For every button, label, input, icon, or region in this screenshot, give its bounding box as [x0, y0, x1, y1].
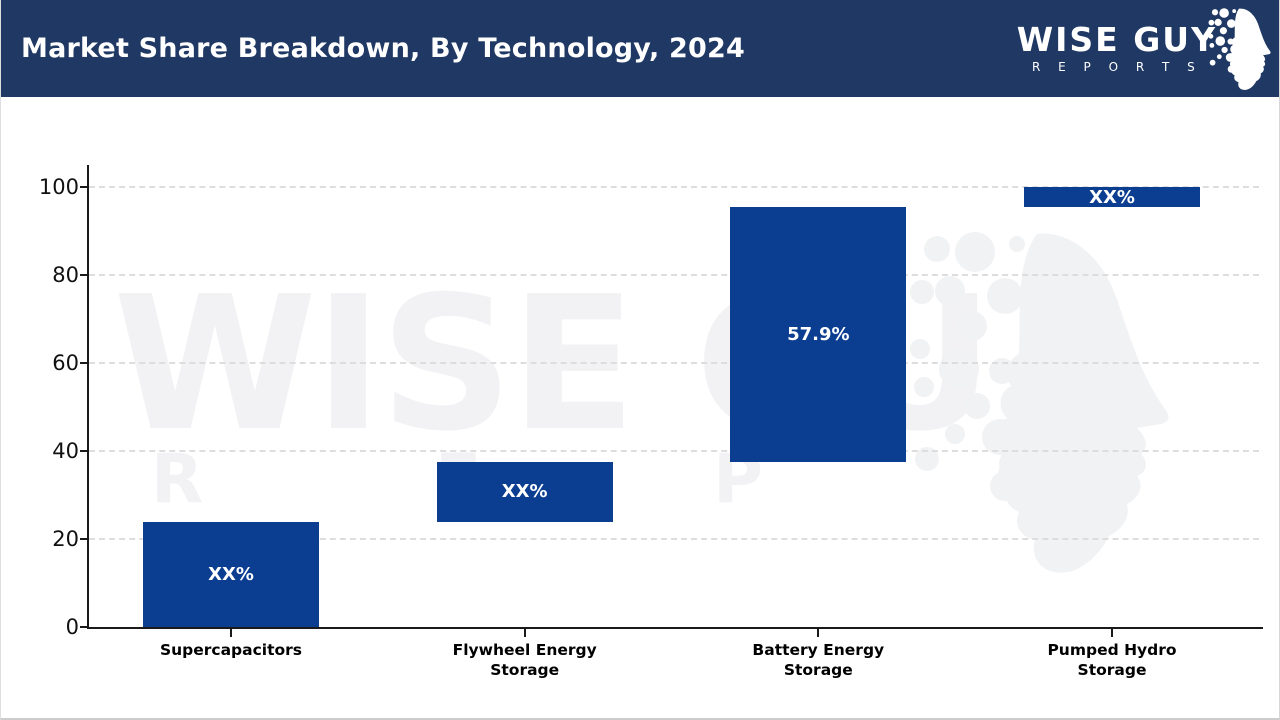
bar-segment: XX% — [436, 462, 613, 522]
gridline — [89, 274, 1259, 276]
y-tick-mark — [80, 186, 89, 188]
x-category-label: Flywheel Energy Storage — [452, 641, 597, 680]
y-tick-mark — [80, 274, 89, 276]
y-tick-mark — [80, 538, 89, 540]
gridline — [89, 362, 1259, 364]
brand-logo-subtitle: R E P O R T S — [1031, 60, 1202, 74]
x-tick-mark — [1111, 629, 1113, 637]
brand-logo-text: WISE GUY R E P O R T S — [1017, 23, 1217, 74]
y-tick-label: 100 — [38, 175, 79, 199]
y-tick-label: 20 — [52, 527, 79, 551]
y-tick-label: 40 — [52, 439, 79, 463]
bar-value-label: 57.9% — [787, 324, 850, 346]
x-axis-line — [87, 627, 1263, 629]
y-tick-label: 60 — [52, 351, 79, 375]
y-tick-mark — [80, 362, 89, 364]
bar-value-label: XX% — [501, 481, 548, 503]
x-tick-mark — [523, 629, 526, 637]
x-tick-mark — [817, 629, 820, 637]
bar-segment: XX% — [1024, 186, 1200, 208]
x-tick-mark — [230, 629, 232, 637]
brand-logo-head-icon — [1208, 7, 1271, 90]
brand-logo: WISE GUY R E P O R T S — [1017, 6, 1279, 92]
bar-value-label: XX% — [208, 563, 254, 585]
y-tick-mark — [80, 626, 89, 628]
gridline — [89, 450, 1259, 452]
x-category-label: Supercapacitors — [159, 641, 303, 659]
chart-title: Market Share Breakdown, By Technology, 2… — [21, 33, 746, 64]
bar-segment: XX% — [143, 521, 319, 627]
gridline — [89, 186, 1259, 188]
y-axis-line — [87, 165, 89, 629]
x-category-label: Battery Energy Storage — [752, 641, 885, 680]
y-tick-mark — [80, 450, 89, 452]
bar-value-label: XX% — [1089, 186, 1135, 208]
y-tick-label: 0 — [65, 615, 79, 639]
brand-logo-name: WISE GUY — [1016, 20, 1217, 59]
bar-segment: 57.9% — [730, 207, 907, 462]
gridline — [89, 538, 1259, 540]
x-category-label: Pumped Hydro Storage — [1047, 641, 1177, 680]
header-bar: Market Share Breakdown, By Technology, 2… — [1, 0, 1279, 97]
y-tick-label: 80 — [52, 263, 79, 287]
